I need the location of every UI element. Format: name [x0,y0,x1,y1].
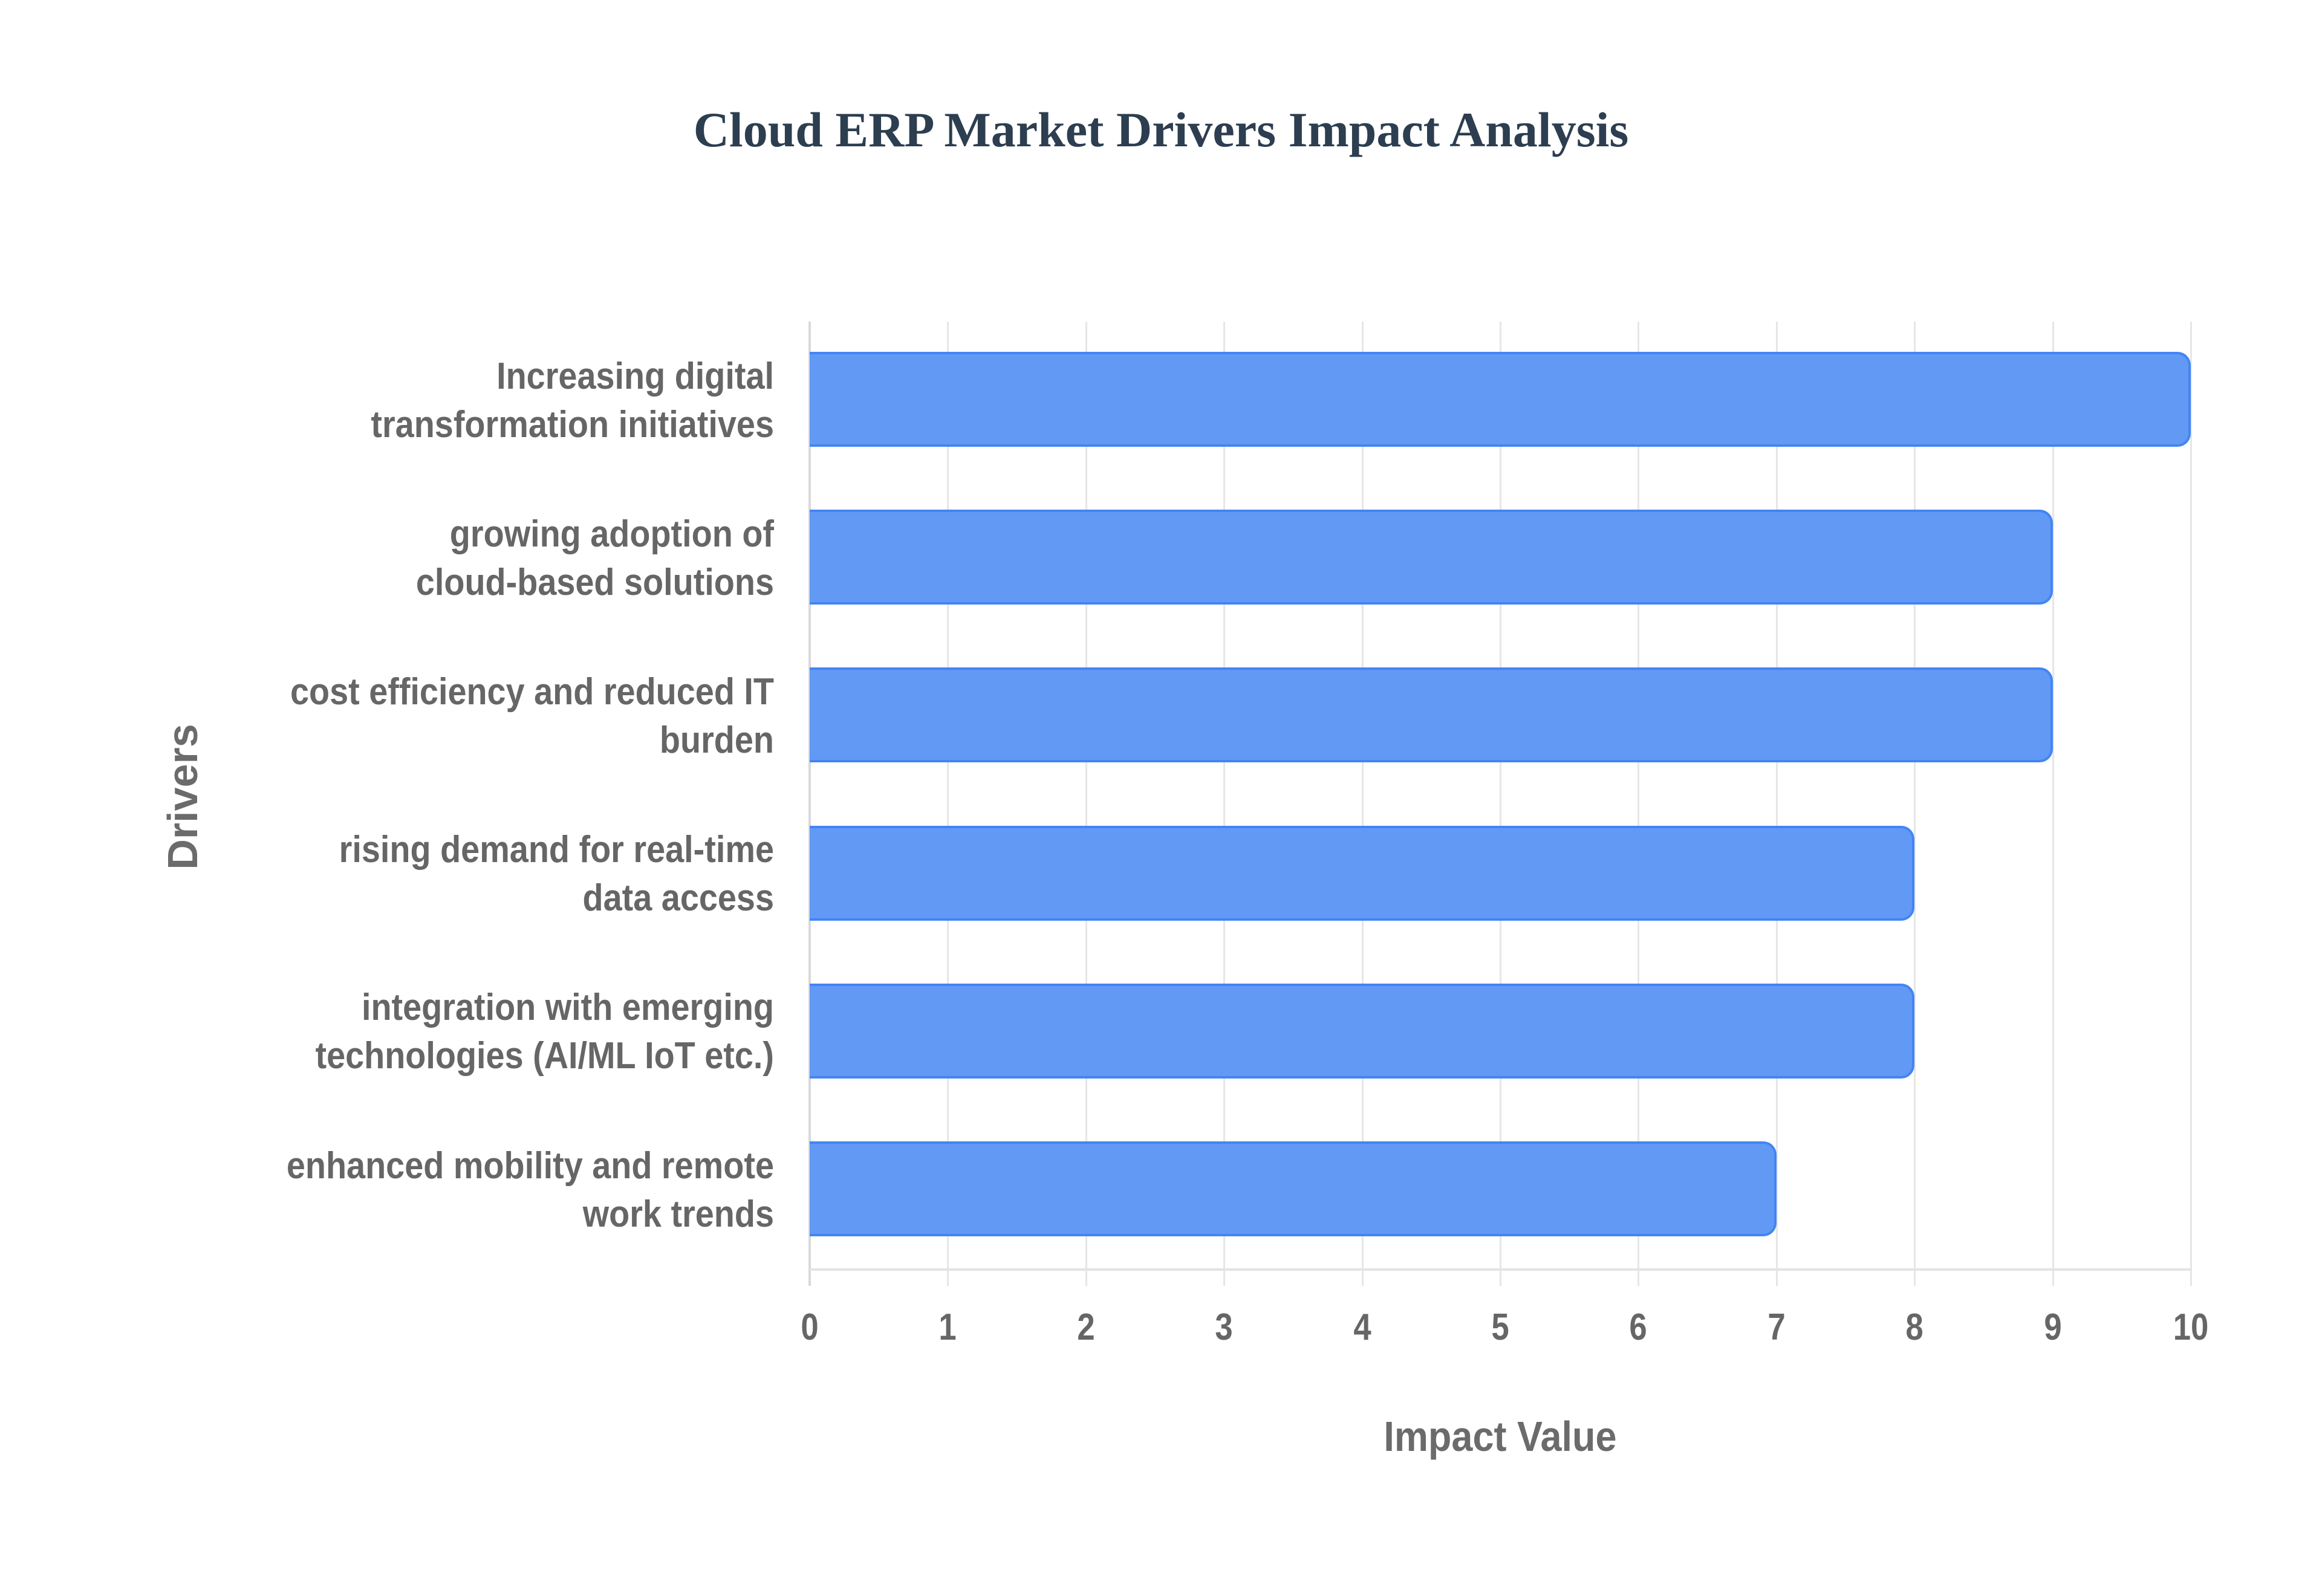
category-label-line2: transformation initiatives [371,404,774,446]
category-label: enhanced mobility and remote work trends [175,1142,774,1239]
bar[interactable] [810,826,1915,921]
gridline-7 [1775,322,1778,1286]
bar[interactable] [810,1141,1777,1236]
category-label-line1: cost efficiency and reduced IT [290,671,774,713]
bar[interactable] [810,984,1915,1079]
bar[interactable] [810,352,2191,447]
x-tick-label: 8 [1905,1306,1924,1348]
gridline-6 [1637,322,1640,1286]
gridline-10 [2190,322,2192,1286]
x-tick-label: 1 [938,1306,957,1348]
category-label-line1: Increasing digital [496,355,774,397]
x-tick-label: 3 [1215,1306,1233,1348]
x-axis-title-text: Impact Value [1384,1413,1617,1460]
gridline-5 [1500,322,1501,1286]
category-label-line2: data access [582,877,774,919]
x-tick-label: 9 [2043,1306,2062,1348]
gridline-8 [1914,322,1916,1286]
category-label-line2: technologies (AI/ML IoT etc.) [315,1035,774,1077]
x-tick-label: 7 [1768,1306,1786,1348]
gridline-3 [1223,322,1226,1286]
category-label: Increasing digital transformation initia… [175,352,774,449]
category-label-line2: cloud-based solutions [415,562,774,603]
y-axis-line [808,322,811,1286]
category-label: integration with emerging technologies (… [175,984,774,1080]
category-label-line2: work trends [582,1193,774,1235]
category-label: cost efficiency and reduced IT burden [175,668,774,765]
category-label: rising demand for real-time data access [175,826,774,923]
bar[interactable] [810,510,2053,605]
chart-title: Cloud ERP Market Drivers Impact Analysis [693,102,1629,157]
category-label-line1: rising demand for real-time [339,829,774,871]
category-label-line2: burden [659,719,774,761]
x-tick-label: 2 [1077,1306,1095,1348]
category-label: growing adoption of cloud-based solution… [175,510,774,607]
gridline-2 [1085,322,1087,1286]
gridline-1 [947,322,949,1286]
category-label-line1: integration with emerging [361,987,774,1028]
bar[interactable] [810,667,2053,762]
x-tick-label: 5 [1491,1306,1509,1348]
x-tick-label: 6 [1629,1306,1648,1348]
x-tick-label: 10 [2173,1306,2209,1348]
x-tick-label: 0 [801,1306,819,1348]
x-axis-line [810,1268,2192,1271]
gridline-4 [1361,322,1364,1286]
x-tick-label: 4 [1353,1306,1371,1348]
category-label-line1: growing adoption of [449,513,774,555]
x-axis-title: Impact Value [810,1412,2191,1461]
category-label-line1: enhanced mobility and remote [286,1145,774,1187]
gridline-9 [2052,322,2054,1286]
plot-area [808,322,2192,1286]
